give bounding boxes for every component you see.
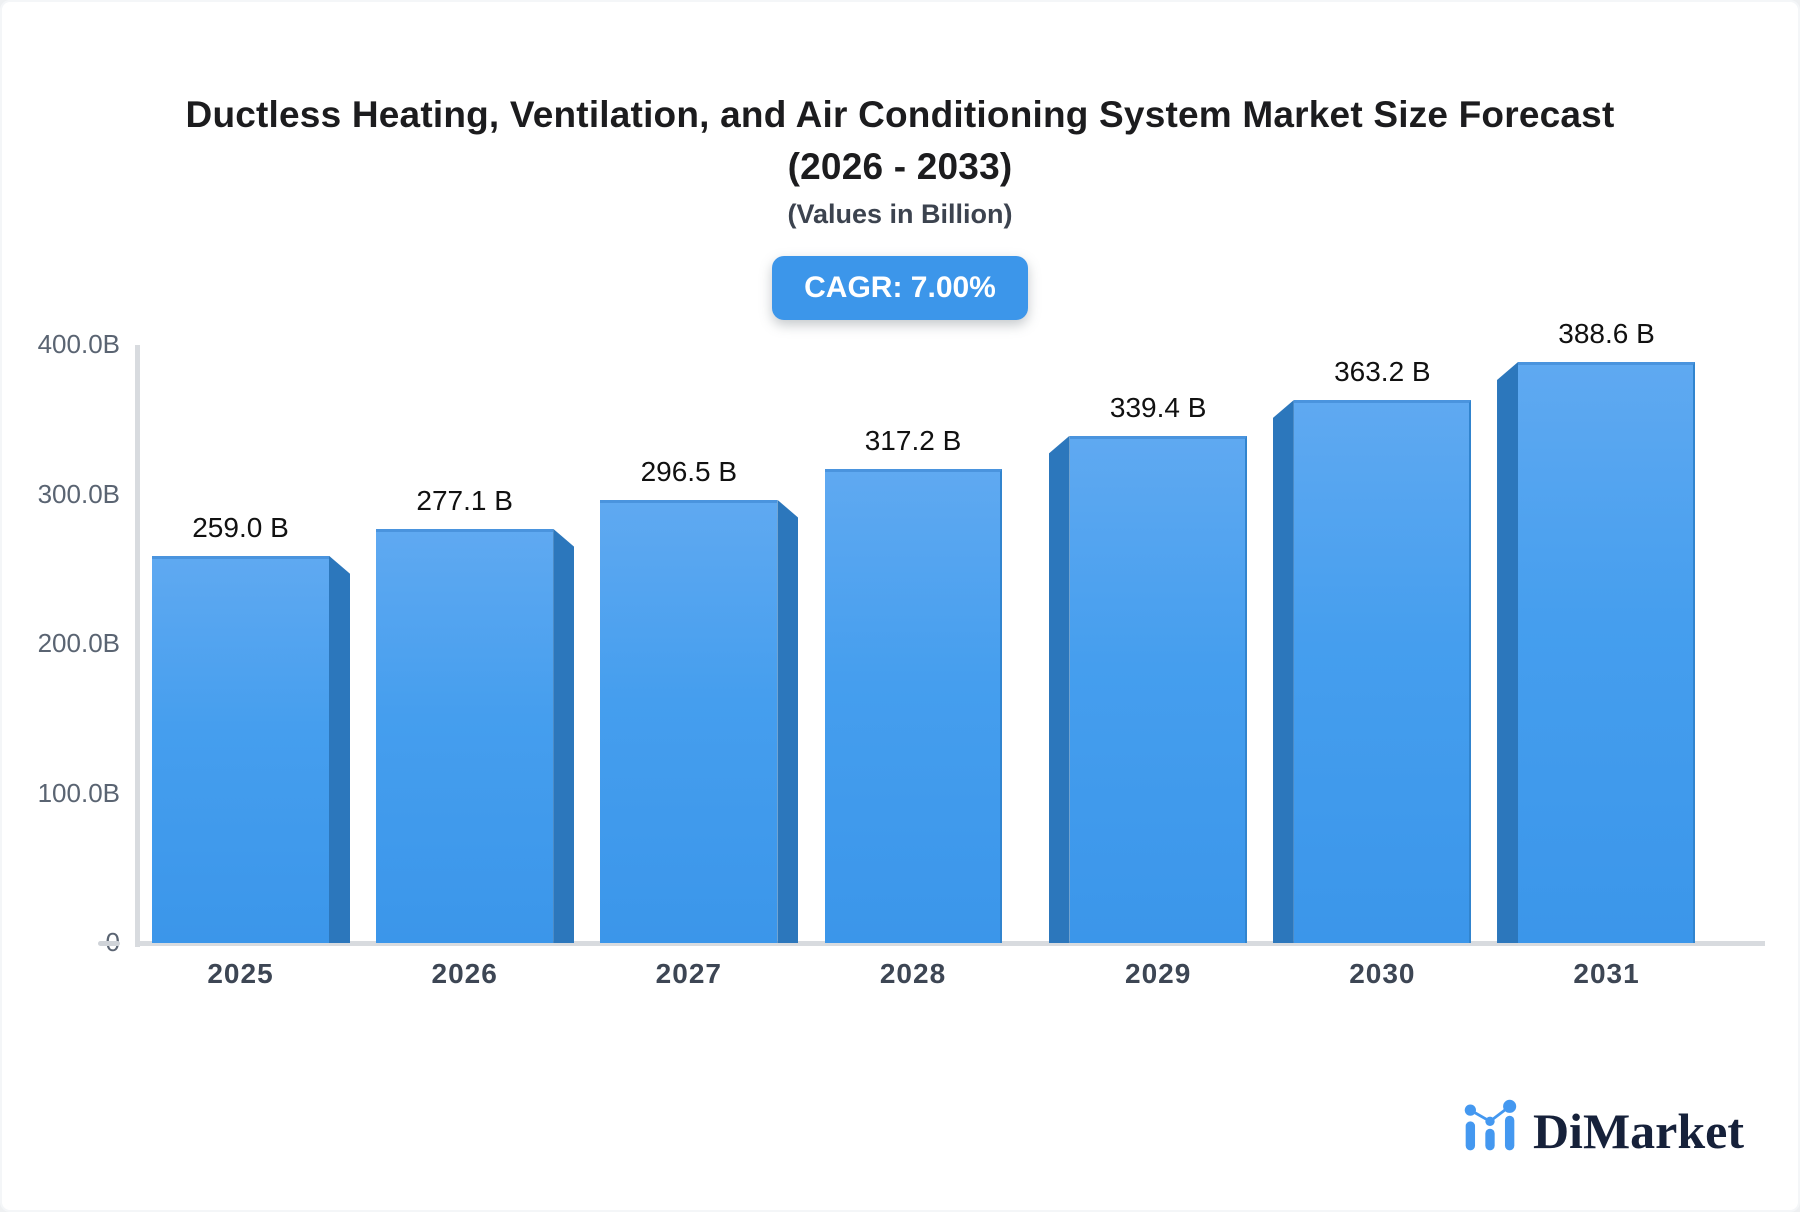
- bar-side-panel: [1048, 435, 1070, 943]
- bar-side-panel: [777, 499, 799, 943]
- bar-value-label: 277.1 B: [416, 484, 513, 516]
- zero-tick-mark: [98, 941, 120, 946]
- bar-2031: [1518, 362, 1696, 943]
- cagr-badge: CAGR: 7.00%: [772, 256, 1028, 320]
- bar-value-label: 363.2 B: [1334, 356, 1431, 388]
- bar-2027: [600, 499, 778, 943]
- y-axis-tick-label: 200.0B: [37, 628, 120, 658]
- bar-side-panel: [1272, 400, 1294, 943]
- cagr-badge-container: CAGR: 7.00%: [2, 256, 1798, 320]
- logo-text: DiMarket: [1532, 1103, 1744, 1159]
- bar-chart-logo-icon: [1464, 1099, 1517, 1151]
- bar-value-label: 317.2 B: [864, 424, 962, 456]
- dimarket-logo: DiMarket: [1461, 1096, 1744, 1156]
- x-axis-label: 2028: [879, 958, 947, 989]
- bar-value-label: 259.0 B: [192, 511, 289, 543]
- chart-subtitle: (Values in Billion): [787, 199, 1013, 229]
- x-axis-label: 2029: [1125, 958, 1192, 989]
- x-axis-line: [135, 941, 1765, 946]
- x-axis-label: 2027: [655, 958, 722, 989]
- x-axis-label: 2031: [1573, 958, 1640, 989]
- bar-value-label: 339.4 B: [1109, 391, 1207, 423]
- y-axis-tick-label: 300.0B: [37, 478, 120, 509]
- bar-2028: [824, 468, 1002, 943]
- x-axis-label: 2026: [431, 958, 498, 989]
- chart-title-line1: Ductless Heating, Ventilation, and Air C…: [185, 94, 1615, 135]
- bar-side-panel: [1497, 362, 1519, 943]
- chart-title-line2: (2026 - 2033): [787, 146, 1013, 187]
- bar-value-label: 296.5 B: [640, 455, 738, 487]
- y-axis-line: [135, 345, 140, 947]
- bar-2026: [376, 528, 554, 943]
- bar-2029: [1069, 435, 1247, 943]
- bar-2025: [152, 555, 329, 943]
- x-axis-label: 2025: [207, 958, 274, 989]
- x-axis-label: 2030: [1349, 958, 1416, 989]
- bar-value-label: 388.6 B: [1558, 318, 1655, 350]
- bar-side-panel: [329, 555, 350, 943]
- bar-2030: [1293, 400, 1471, 943]
- y-axis-tick-label: 400.0B: [37, 329, 120, 359]
- y-axis-tick-label: 100.0B: [37, 777, 120, 808]
- bar-side-panel: [553, 528, 575, 943]
